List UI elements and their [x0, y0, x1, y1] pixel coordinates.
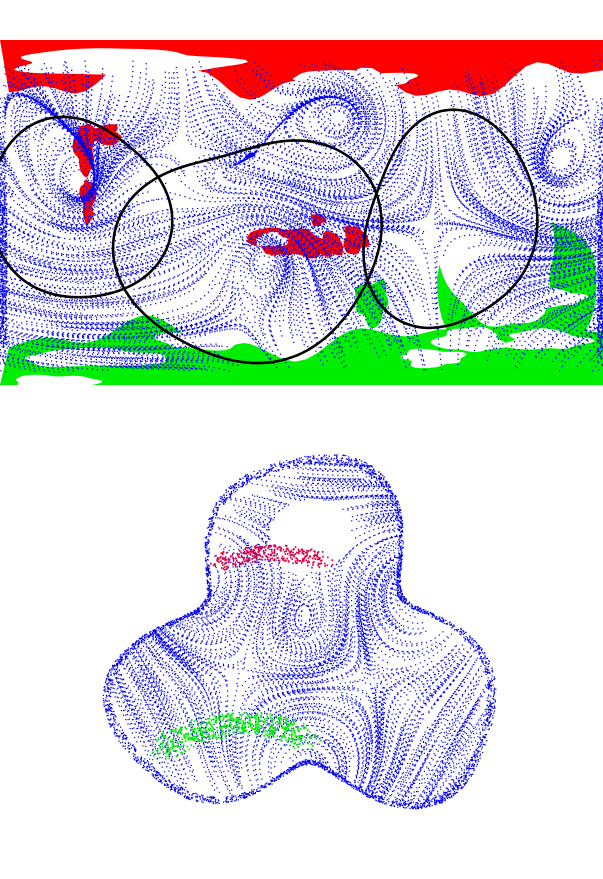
- separatrix-loop-3: [362, 108, 539, 330]
- surface-streamline-dots: [102, 456, 494, 809]
- surface-streamlines: [102, 454, 497, 810]
- map-separatrix-contours: [0, 108, 539, 365]
- separatrix-loop-2: [111, 139, 383, 365]
- green-seam: [151, 711, 322, 760]
- band-notch: [292, 70, 419, 92]
- surface-3d-panel: [60, 425, 550, 865]
- negative-patch: [355, 279, 389, 329]
- cell-notch: [430, 326, 508, 352]
- band-notch: [14, 48, 249, 75]
- red-seam: [210, 544, 334, 571]
- surface-3d-canvas: [60, 425, 550, 865]
- map-projection-canvas: [0, 40, 603, 385]
- cell-notch: [503, 328, 595, 350]
- cell-notch: [400, 348, 467, 369]
- map-projection-panel: [0, 40, 603, 385]
- map-sign-regions: [0, 40, 603, 385]
- positive-patch: [316, 230, 344, 257]
- degenerate-cell: [436, 181, 555, 327]
- surface-seam-marks: [151, 544, 334, 760]
- surface-rim-dots: [103, 454, 497, 810]
- separatrix-loop-1: [0, 115, 174, 299]
- band-notch: [16, 374, 103, 385]
